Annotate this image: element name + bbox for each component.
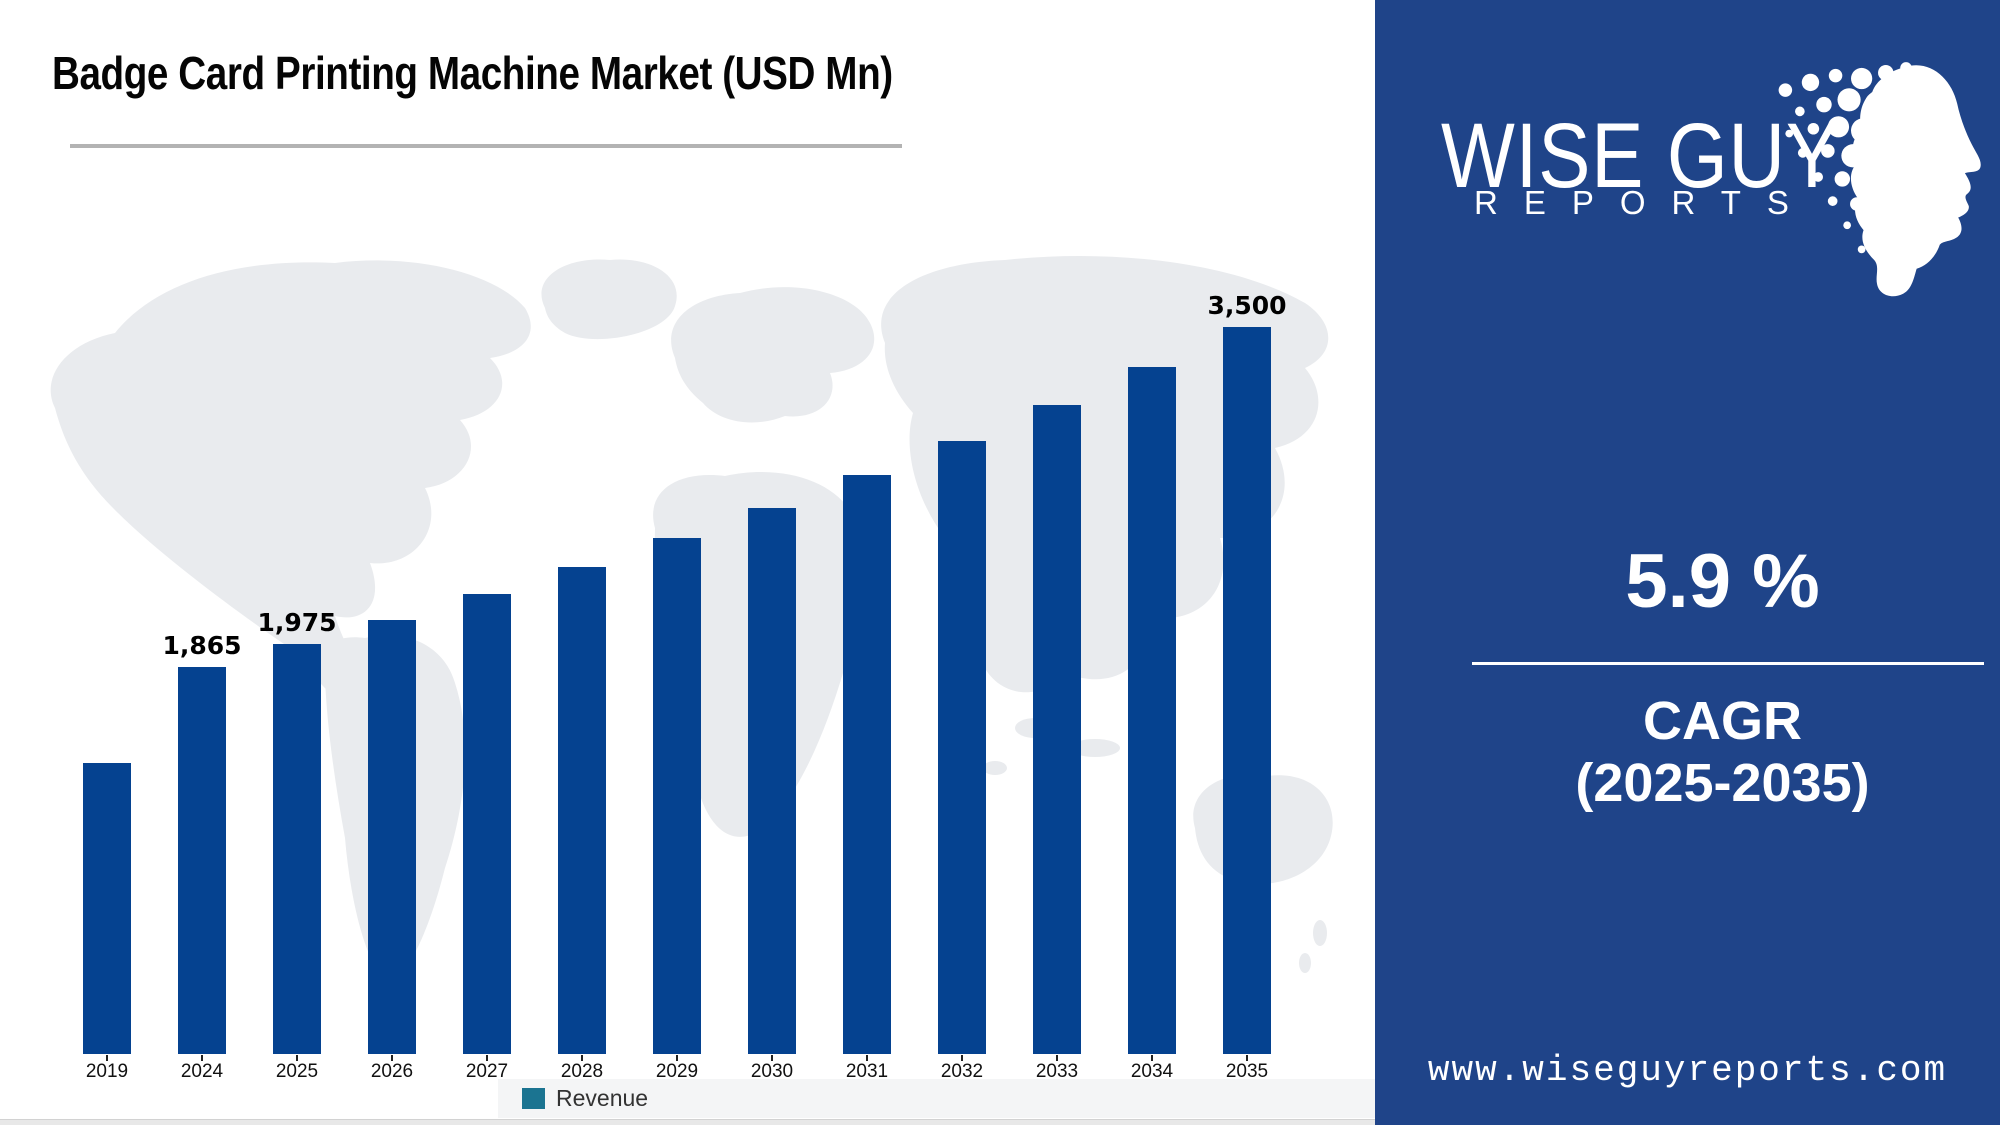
x-axis-tick — [771, 1055, 773, 1061]
cagr-label: CAGR — [1643, 691, 1802, 751]
revenue-legend-swatch-icon — [522, 1088, 545, 1109]
x-axis-tick — [1151, 1055, 1153, 1061]
bar — [748, 508, 796, 1054]
bar — [1128, 367, 1176, 1054]
bottom-strip — [0, 1119, 1375, 1125]
x-axis-label: 2030 — [750, 1061, 794, 1082]
panel-divider — [1472, 662, 1984, 665]
chart-legend: Revenue — [522, 1085, 648, 1112]
x-axis-tick — [391, 1055, 393, 1061]
bar-value-label: 3,500 — [1207, 291, 1287, 320]
bar-value-label: 1,865 — [162, 631, 242, 660]
legend-label: Revenue — [556, 1085, 649, 1111]
brand-wordmark-sub: REPORTS — [1474, 184, 1815, 221]
bar — [1223, 327, 1271, 1054]
x-axis-label: 2019 — [85, 1061, 129, 1082]
bar — [1033, 405, 1081, 1054]
brand-wordmark: WISE GUY — [1441, 105, 1839, 207]
x-axis-label: 2027 — [465, 1061, 509, 1082]
x-axis-tick — [1056, 1055, 1058, 1061]
bar — [178, 667, 226, 1054]
x-axis-tick — [296, 1055, 298, 1061]
bar — [368, 620, 416, 1054]
x-axis-label: 2031 — [845, 1061, 889, 1082]
x-axis-tick — [201, 1055, 203, 1061]
x-axis-tick — [961, 1055, 963, 1061]
bar-value-label: 1,975 — [257, 608, 337, 637]
bar — [653, 538, 701, 1054]
x-axis-label: 2026 — [370, 1061, 414, 1082]
x-axis-label: 2029 — [655, 1061, 699, 1082]
x-axis-label: 2028 — [560, 1061, 604, 1082]
x-axis-label: 2032 — [940, 1061, 984, 1082]
x-axis-tick — [1246, 1055, 1248, 1061]
x-axis-tick — [106, 1055, 108, 1061]
bar — [558, 567, 606, 1054]
bar — [843, 475, 891, 1054]
page-title: Badge Card Printing Machine Market (USD … — [52, 47, 893, 99]
x-axis-tick — [676, 1055, 678, 1061]
legend-backdrop — [498, 1079, 1375, 1118]
x-axis-label: 2033 — [1035, 1061, 1079, 1082]
chart-panel: Badge Card Printing Machine Market (USD … — [0, 47, 1375, 1125]
title-underline — [70, 144, 902, 148]
x-axis-label: 2035 — [1225, 1061, 1269, 1082]
website-url: www.wiseguyreports.com — [1427, 1050, 1948, 1091]
x-axis-tick — [581, 1055, 583, 1061]
x-axis-label: 2034 — [1130, 1061, 1174, 1082]
brand-panel: WISE GUY REPORTS 5.9 % CAGR (2025-2035) … — [1375, 0, 2000, 1125]
bar — [938, 441, 986, 1054]
x-axis-label: 2024 — [180, 1061, 224, 1082]
wiseguy-head-logo-icon — [1778, 62, 1981, 297]
x-axis-tick — [866, 1055, 868, 1061]
bar — [273, 644, 321, 1054]
cagr-value: 5.9 % — [1625, 539, 1820, 624]
bar — [463, 594, 511, 1054]
cagr-period: (2025-2035) — [1575, 753, 1870, 813]
bar — [83, 763, 131, 1054]
x-axis-label: 2025 — [275, 1061, 319, 1082]
x-axis-tick — [486, 1055, 488, 1061]
